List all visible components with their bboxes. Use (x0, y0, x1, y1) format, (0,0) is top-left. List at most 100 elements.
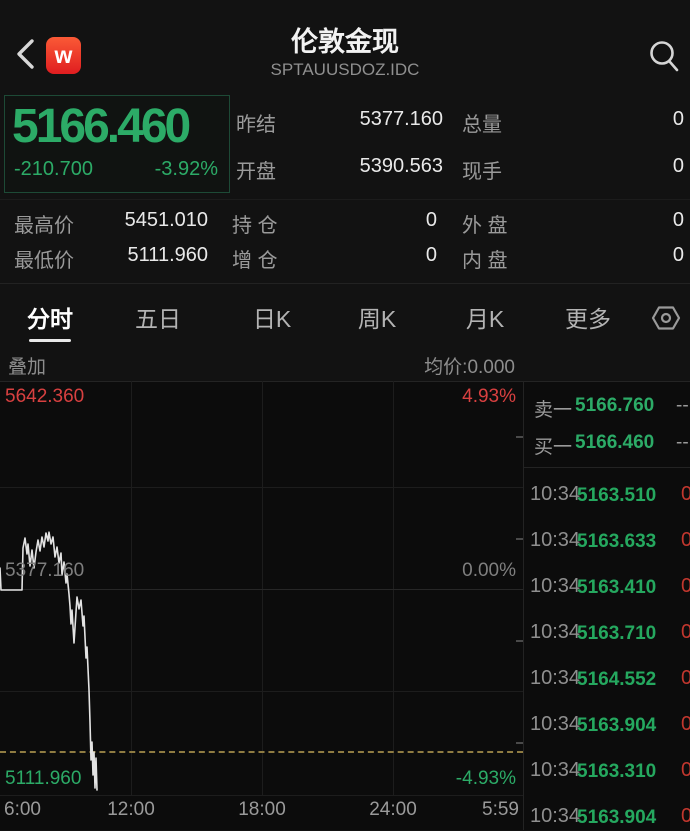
gridline-horizontal (0, 691, 523, 692)
tick-volume: 0 (681, 805, 690, 827)
chart-settings-button[interactable] (651, 303, 681, 333)
intraday-price-chart[interactable] (0, 381, 523, 795)
tick-row: 10:34 5163.310 0 (523, 759, 690, 785)
tick-time: 10:34 (530, 667, 581, 689)
average-price-legend: 均价:0.000 (424, 357, 515, 378)
tick-time: 10:34 (530, 575, 581, 597)
tab-intraday[interactable]: 分时 (27, 306, 73, 332)
tick-volume: 0 (681, 759, 690, 781)
tick-price: 5163.410 (577, 577, 657, 598)
gridline-prev-close (0, 589, 523, 590)
tick-row: 10:34 5163.904 0 (523, 805, 690, 831)
outer-lots-value: 0 (672, 209, 684, 231)
right-axis-tick (516, 742, 523, 744)
chart-bottom-axis (0, 795, 523, 796)
wind-app-logo[interactable]: w (46, 37, 81, 74)
gridline-vertical (393, 381, 394, 795)
search-icon (650, 41, 679, 72)
oi-change-label: 增 仓 (232, 250, 278, 272)
tick-price: 5163.904 (577, 715, 657, 736)
outer-lots-label: 外 盘 (462, 215, 508, 237)
tick-time: 10:34 (530, 805, 581, 827)
low-value: 5111.960 (127, 244, 208, 266)
divider (0, 381, 690, 382)
y-axis-mid-price: 5377.160 (5, 560, 85, 581)
tick-volume: 0 (681, 575, 690, 597)
tab-weekly-k[interactable]: 周K (357, 306, 397, 332)
lot-label: 现手 (462, 161, 502, 183)
ask-size: -- (676, 395, 689, 416)
ask-label: 卖一 (534, 400, 573, 421)
prev-close-label: 昨结 (236, 114, 276, 136)
active-tab-underline (29, 339, 71, 342)
tab-five-day[interactable]: 五日 (135, 306, 181, 332)
tick-volume: 0 (681, 667, 690, 689)
tick-row: 10:34 5163.710 0 (523, 621, 690, 647)
tick-volume: 0 (681, 529, 690, 551)
tick-price: 5163.904 (577, 807, 657, 828)
instrument-code: SPTAUUSDOZ.IDC (270, 60, 420, 79)
back-chevron-icon (17, 39, 34, 69)
bid-size: -- (676, 432, 689, 453)
tick-price: 5163.633 (577, 531, 657, 552)
panel-divider-vertical (523, 381, 524, 830)
last-price-box (4, 95, 230, 193)
price-change: -210.700 (14, 158, 93, 180)
tick-price: 5164.552 (577, 669, 657, 690)
tick-time: 10:34 (530, 529, 581, 551)
y-axis-mid-pct: 0.00% (462, 560, 516, 581)
tab-monthly-k[interactable]: 月K (465, 306, 505, 332)
tab-daily-k[interactable]: 日K (252, 306, 292, 332)
tick-volume: 0 (681, 621, 690, 643)
x-axis-tick: 5:59 (482, 799, 519, 820)
gridline-vertical (131, 381, 132, 795)
open-interest-label: 持 仓 (232, 215, 278, 237)
tick-row: 10:34 5164.552 0 (523, 667, 690, 693)
volume-label: 总量 (462, 114, 502, 136)
high-label: 最高价 (14, 215, 74, 237)
price-change-pct: -3.92% (154, 158, 218, 180)
x-axis-tick: 6:00 (4, 799, 41, 820)
tick-row: 10:34 5163.510 0 (523, 483, 690, 509)
hexagon-settings-icon (651, 306, 681, 330)
tick-time: 10:34 (530, 759, 581, 781)
volume-value: 0 (672, 108, 684, 130)
y-axis-max-pct: 4.93% (462, 386, 516, 407)
wind-logo-letter: w (54, 42, 73, 68)
divider (0, 199, 690, 200)
y-axis-min-price: 5111.960 (5, 768, 82, 789)
chart-background (0, 381, 690, 830)
inner-lots-label: 内 盘 (462, 250, 508, 272)
lot-value: 0 (672, 155, 684, 177)
overlay-button[interactable]: 叠加 (8, 357, 47, 378)
oi-change-value: 0 (425, 244, 437, 266)
bid-label: 买一 (534, 437, 573, 458)
price-line (0, 531, 98, 791)
bid-price: 5166.460 (575, 432, 655, 453)
tick-price: 5163.710 (577, 623, 657, 644)
gridline-horizontal (0, 487, 523, 488)
inner-lots-value: 0 (672, 244, 684, 266)
open-label: 开盘 (236, 161, 276, 183)
tick-time: 10:34 (530, 483, 581, 505)
back-button[interactable] (10, 36, 42, 72)
tick-volume: 0 (681, 713, 690, 735)
prev-close-value: 5377.160 (359, 108, 443, 130)
search-button[interactable] (644, 36, 684, 76)
y-axis-min-pct: -4.93% (455, 768, 516, 789)
tick-volume: 0 (681, 483, 690, 505)
open-value: 5390.563 (359, 155, 443, 177)
tick-time: 10:34 (530, 713, 581, 735)
current-price-line (0, 751, 523, 754)
ask-price: 5166.760 (575, 395, 655, 416)
low-label: 最低价 (14, 250, 74, 272)
tick-price: 5163.510 (577, 485, 657, 506)
divider (0, 283, 690, 284)
right-axis-tick (516, 538, 523, 540)
order-book-divider (523, 467, 690, 468)
high-value: 5451.010 (124, 209, 208, 231)
tick-time: 10:34 (530, 621, 581, 643)
page-title: 伦敦金现 (291, 27, 399, 57)
tick-row: 10:34 5163.410 0 (523, 575, 690, 601)
tab-more[interactable]: 更多 (565, 306, 611, 332)
